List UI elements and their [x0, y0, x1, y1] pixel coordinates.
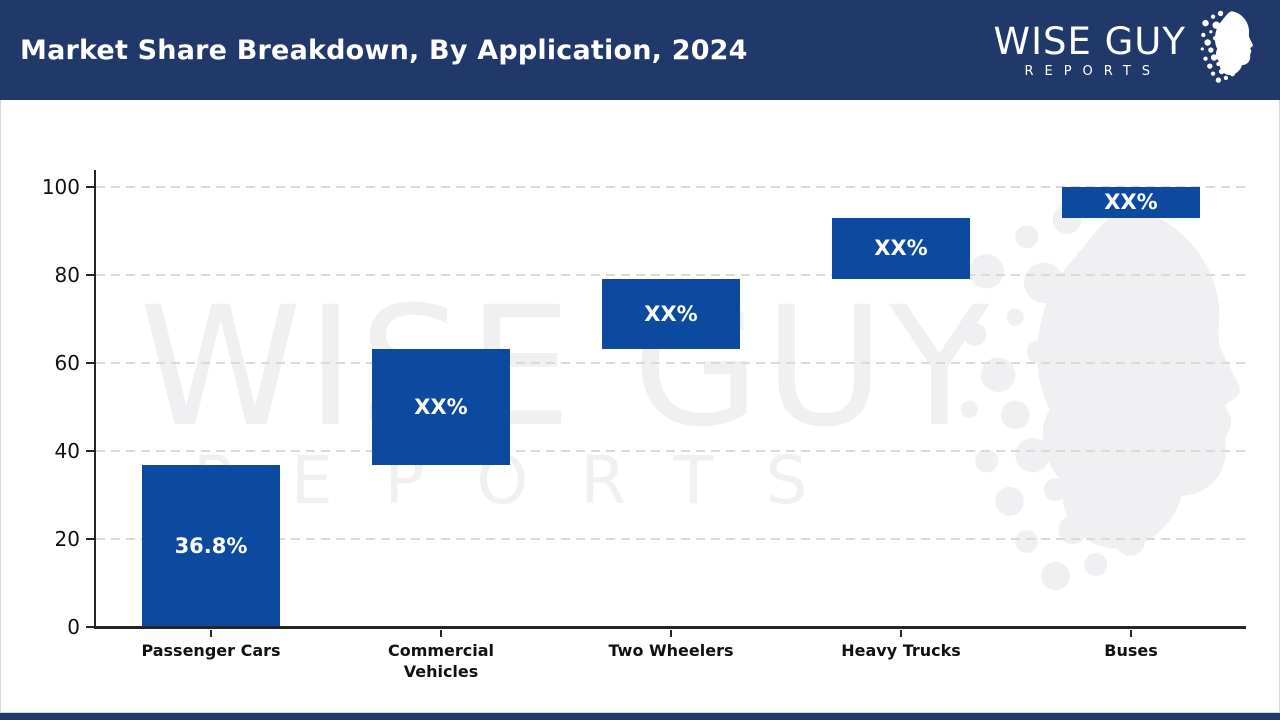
gridline-60	[96, 362, 1246, 364]
y-tick-mark-80	[86, 274, 94, 276]
y-tick-mark-0	[86, 626, 94, 628]
watermark-wordmark: WISE GUY	[139, 271, 994, 463]
x-tick-mark-3	[670, 630, 672, 637]
x-tick-mark-5	[1130, 630, 1132, 637]
bar-heavy-trucks: XX%	[832, 218, 970, 280]
x-tick-mark-2	[440, 630, 442, 637]
y-tick-label-60: 60	[54, 351, 80, 375]
header-bar: Market Share Breakdown, By Application, …	[0, 0, 1280, 100]
bar-value-label: XX%	[414, 394, 468, 419]
x-tick-mark-1	[210, 630, 212, 637]
page-title: Market Share Breakdown, By Application, …	[20, 34, 748, 66]
x-tick-mark-4	[900, 630, 902, 637]
y-tick-label-20: 20	[54, 527, 80, 551]
y-tick-mark-40	[86, 450, 94, 452]
bar-two-wheelers: XX%	[602, 279, 740, 350]
gridline-20	[96, 538, 1246, 540]
gridline-40	[96, 450, 1246, 452]
y-tick-label-80: 80	[54, 263, 80, 287]
category-label-two-wheelers: Two Wheelers	[608, 641, 734, 660]
wiseguy-logo: WISE GUY REPORTS	[994, 7, 1266, 93]
footer-bar	[0, 713, 1280, 720]
y-axis-spine	[94, 170, 96, 629]
category-label-buses: Buses	[1104, 641, 1158, 660]
plot-area: 36.8% XX% XX% XX% XX% 0 20 40 60 80 100 Passenger…	[42, 170, 1246, 681]
y-tick-mark-100	[86, 186, 94, 188]
wiseguy-head-icon	[1200, 10, 1253, 83]
x-axis-spine	[94, 626, 1246, 629]
bar-value-label: XX%	[1104, 190, 1158, 215]
bar-value-label: XX%	[874, 236, 928, 261]
watermark-head-icon	[960, 205, 1240, 591]
logo-wordmark: WISE GUY	[993, 19, 1186, 63]
y-tick-label-0: 0	[67, 615, 80, 639]
y-tick-label-40: 40	[54, 439, 80, 463]
y-tick-label-100: 100	[41, 175, 80, 199]
y-tick-mark-60	[86, 362, 94, 364]
bar-passenger-cars: 36.8%	[142, 465, 280, 627]
bar-value-label: XX%	[644, 301, 698, 326]
category-label-heavy-trucks: Heavy Trucks	[841, 641, 961, 660]
bar-commercial-vehicles: XX%	[372, 349, 510, 466]
category-label-passenger-cars: Passenger Cars	[141, 641, 281, 660]
bar-value-label: 36.8%	[174, 533, 248, 558]
logo-subtitle: REPORTS	[1024, 63, 1162, 79]
gridline-80	[96, 274, 1246, 276]
bar-buses: XX%	[1062, 187, 1200, 219]
y-tick-mark-20	[86, 538, 94, 540]
chart-area: WISE GUY REPORTS 36.8% XX% XX% XX% XX% 0 20 40…	[0, 100, 1280, 713]
gridline-100	[96, 186, 1246, 188]
category-label-commercial-vehicles: Commercial Vehicles	[387, 641, 495, 681]
